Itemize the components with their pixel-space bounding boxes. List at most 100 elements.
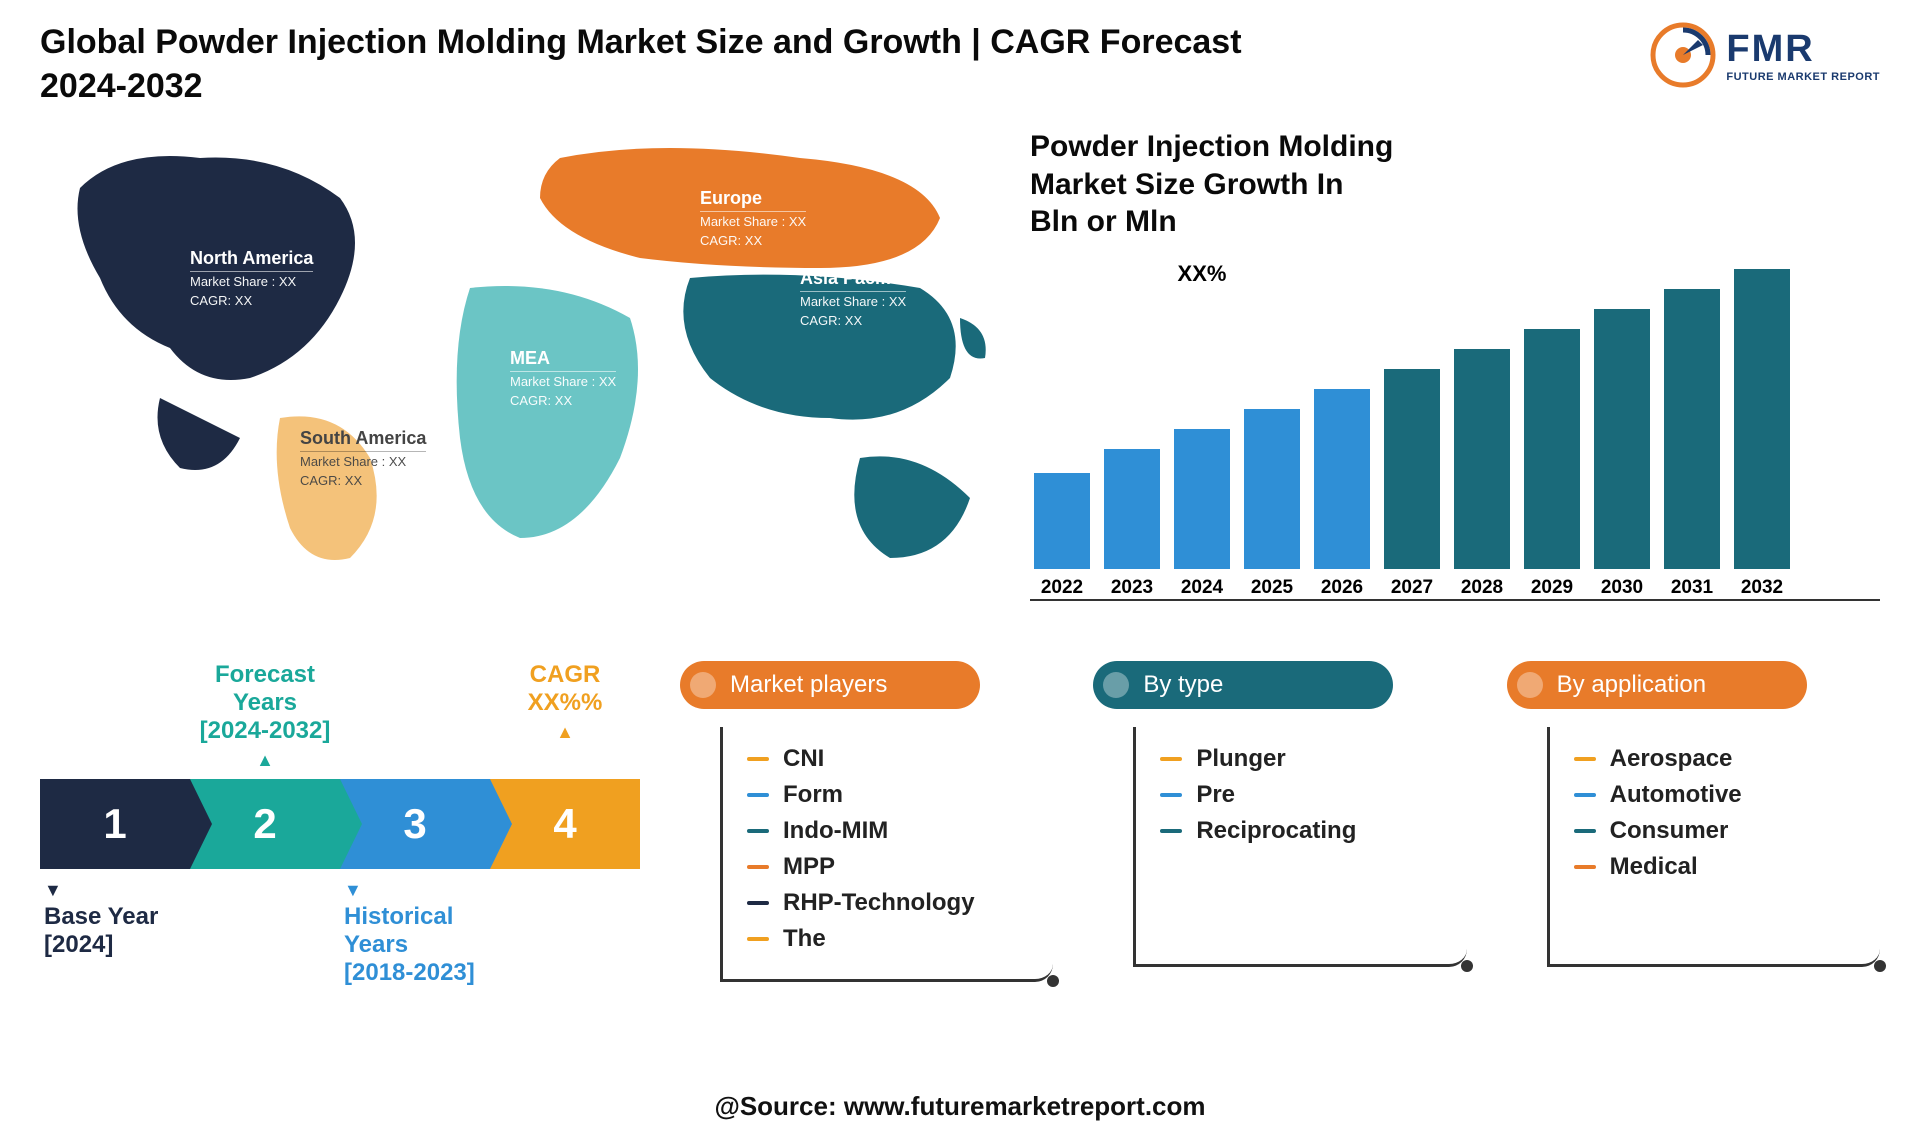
region-label-asia_pacific: Asia PacificMarket Share : XXCAGR: XX (800, 268, 906, 328)
logo-icon (1648, 20, 1718, 90)
logo-text-top: FMR (1726, 28, 1880, 71)
historical-years-label: Historical Years (344, 903, 453, 958)
list-item-label: Indo-MIM (783, 817, 888, 845)
tick-icon (1574, 757, 1596, 761)
bar (1734, 269, 1790, 569)
region-label-mea: MEAMarket Share : XXCAGR: XX (510, 348, 616, 408)
region-name: Europe (700, 188, 806, 209)
forecast-years-label: Forecast Years (215, 661, 315, 716)
region-share: Market Share : XX (700, 211, 806, 229)
list-item: The (747, 925, 1033, 953)
by-application-header: By application (1507, 661, 1807, 709)
map-svg (40, 118, 1000, 568)
list-item: CNI (747, 745, 1033, 773)
bar (1594, 309, 1650, 569)
region-name: North America (190, 248, 313, 269)
bar-year-label: 2031 (1671, 577, 1713, 599)
bar-year-label: 2025 (1251, 577, 1293, 599)
bar-wrap: XX%2032 (1734, 269, 1790, 599)
forecast-years-range: [2024-2032] (200, 717, 331, 744)
triangle-up-icon: ▲ (256, 750, 274, 770)
list-item-label: The (783, 925, 826, 953)
source-attribution: @Source: www.futuremarketreport.com (714, 1091, 1205, 1122)
timeline-step-2: 2 (190, 779, 340, 869)
list-item-label: RHP-Technology (783, 889, 975, 917)
by-type-block: By type Plunger Pre Reciprocating (1093, 661, 1466, 967)
list-item: RHP-Technology (747, 889, 1033, 917)
tick-icon (747, 757, 769, 761)
bar-year-label: 2022 (1041, 577, 1083, 599)
bar-wrap: XX%2024 (1174, 429, 1230, 599)
list-item: Reciprocating (1160, 817, 1446, 845)
bar-year-label: 2029 (1531, 577, 1573, 599)
list-item-label: Plunger (1196, 745, 1285, 773)
bar-wrap: 2028 (1454, 349, 1510, 599)
chart-title-l2: Market Size Growth In (1030, 168, 1343, 201)
cagr-value: XX%% (528, 689, 603, 716)
bar-wrap: 2029 (1524, 329, 1580, 599)
base-year-range: [2024] (44, 931, 113, 958)
list-item: Medical (1574, 853, 1860, 881)
bar-wrap: 2030 (1594, 309, 1650, 599)
bar-year-label: 2027 (1391, 577, 1433, 599)
region-cagr: CAGR: XX (190, 291, 313, 308)
region-cagr: CAGR: XX (800, 311, 906, 328)
bar (1174, 429, 1230, 569)
tick-icon (747, 865, 769, 869)
list-item: Pre (1160, 781, 1446, 809)
market-players-block: Market players CNIFormIndo-MIMMPPRHP-Tec… (680, 661, 1053, 982)
bar-year-label: 2026 (1321, 577, 1363, 599)
bar-wrap: 2031 (1664, 289, 1720, 599)
bar (1454, 349, 1510, 569)
bar (1524, 329, 1580, 569)
market-players-header: Market players (680, 661, 980, 709)
bar-chart: Powder Injection Molding Market Size Gro… (1030, 118, 1880, 601)
bar (1034, 473, 1090, 569)
world-map: North AmericaMarket Share : XXCAGR: XXSo… (40, 118, 1000, 568)
list-item: MPP (747, 853, 1033, 881)
bar-wrap: 2025 (1244, 409, 1300, 599)
timeline-step-3: 3 (340, 779, 490, 869)
region-mea (457, 286, 638, 538)
region-share: Market Share : XX (190, 271, 313, 289)
region-cagr: CAGR: XX (510, 391, 616, 408)
title-line-2: 2024-2032 (40, 67, 203, 105)
region-label-north_america: North America Market Share : XX CAGR: XX (190, 248, 313, 308)
timeline: Forecast Years [2024-2032] ▲ CAGR XX%% ▲… (40, 661, 640, 987)
list-item-label: MPP (783, 853, 835, 881)
list-item-label: Aerospace (1610, 745, 1733, 773)
bar (1314, 389, 1370, 569)
tick-icon (1574, 829, 1596, 833)
bar (1104, 449, 1160, 569)
cagr-label: CAGR (530, 661, 601, 688)
tick-icon (1574, 865, 1596, 869)
bar (1384, 369, 1440, 569)
tick-icon (747, 937, 769, 941)
tick-icon (1160, 829, 1182, 833)
historical-years-range: [2018-2023] (344, 959, 475, 986)
tick-icon (747, 829, 769, 833)
region-name: MEA (510, 348, 616, 369)
triangle-down-icon: ▼ (344, 880, 362, 900)
bar-note: XX% (1178, 261, 1227, 287)
tick-icon (747, 901, 769, 905)
triangle-down-icon: ▼ (44, 880, 62, 900)
by-type-header: By type (1093, 661, 1393, 709)
tick-icon (1160, 757, 1182, 761)
region-cagr: CAGR: XX (300, 471, 426, 488)
title-line-1: Global Powder Injection Molding Market S… (40, 23, 1242, 61)
bar-wrap: 2023 (1104, 449, 1160, 599)
list-item: Indo-MIM (747, 817, 1033, 845)
bar-year-label: 2028 (1461, 577, 1503, 599)
region-share: Market Share : XX (300, 451, 426, 469)
logo: FMR FUTURE MARKET REPORT (1648, 20, 1880, 90)
bar-wrap: 2027 (1384, 369, 1440, 599)
list-item: Consumer (1574, 817, 1860, 845)
list-item-label: Automotive (1610, 781, 1742, 809)
region-share: Market Share : XX (800, 291, 906, 309)
logo-text-bottom: FUTURE MARKET REPORT (1726, 71, 1880, 83)
chart-title-l1: Powder Injection Molding (1030, 130, 1393, 163)
list-item-label: Medical (1610, 853, 1698, 881)
triangle-up-icon: ▲ (556, 722, 574, 742)
region-cagr: CAGR: XX (700, 231, 806, 248)
